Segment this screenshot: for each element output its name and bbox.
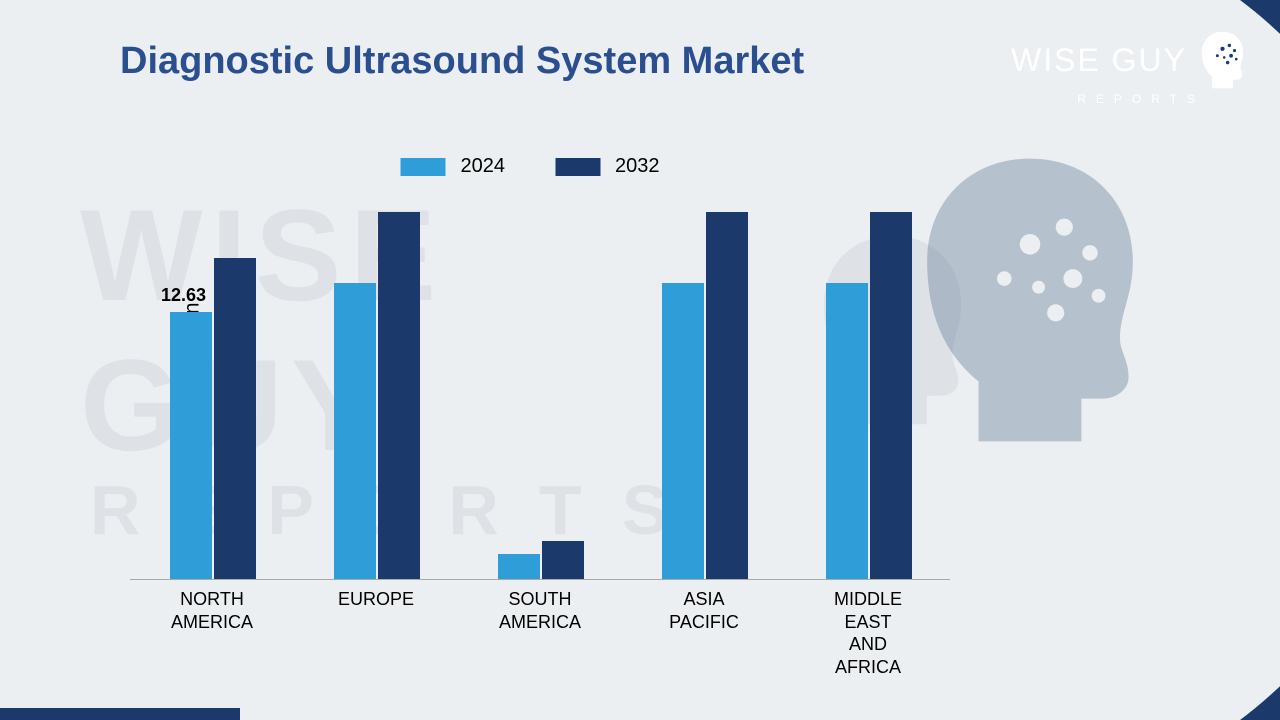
bar-group (497, 541, 585, 579)
bar-2024 (170, 312, 212, 579)
bar-2024 (498, 554, 540, 579)
bar-2024 (334, 283, 376, 579)
x-axis-label: MIDDLEEASTANDAFRICA (786, 588, 950, 690)
x-axis-label: ASIAPACIFIC (622, 588, 786, 690)
bar-group (825, 212, 913, 579)
brand-logo: WISE GUY REPORTS (1011, 30, 1250, 106)
x-axis-label: NORTHAMERICA (130, 588, 294, 690)
legend-swatch-2032 (555, 158, 600, 176)
legend: 2024 2032 (401, 155, 660, 178)
plot-area: 12.63 (130, 200, 950, 580)
bar-2024 (826, 283, 868, 579)
logo-brand: WISE GUY (1011, 42, 1187, 79)
legend-swatch-2024 (401, 158, 446, 176)
logo-head-icon (1195, 30, 1250, 90)
bar-2032 (378, 212, 420, 579)
bar-group (661, 212, 749, 579)
chart-title: Diagnostic Ultrasound System Market (120, 40, 804, 83)
bar-2024 (662, 283, 704, 579)
legend-item-2032: 2032 (555, 155, 660, 178)
legend-label-2024: 2024 (461, 155, 506, 178)
chart-stage: WISE GUY REPORTS Diagnostic Ultrasound S… (0, 0, 1280, 720)
bar-2032 (706, 212, 748, 579)
bar-2032 (542, 541, 584, 579)
bar-value-label: 12.63 (161, 285, 206, 306)
logo-sub: REPORTS (1011, 92, 1205, 106)
x-axis-label: SOUTHAMERICA (458, 588, 622, 690)
footer-accent-bar (0, 708, 240, 720)
bar-chart: Market Size in USD Billion 2024 2032 12.… (100, 160, 960, 690)
bar-group (333, 212, 421, 579)
x-axis-label: EUROPE (294, 588, 458, 690)
bar-2032 (214, 258, 256, 579)
bar-2032 (870, 212, 912, 579)
legend-item-2024: 2024 (401, 155, 506, 178)
legend-label-2032: 2032 (615, 155, 660, 178)
